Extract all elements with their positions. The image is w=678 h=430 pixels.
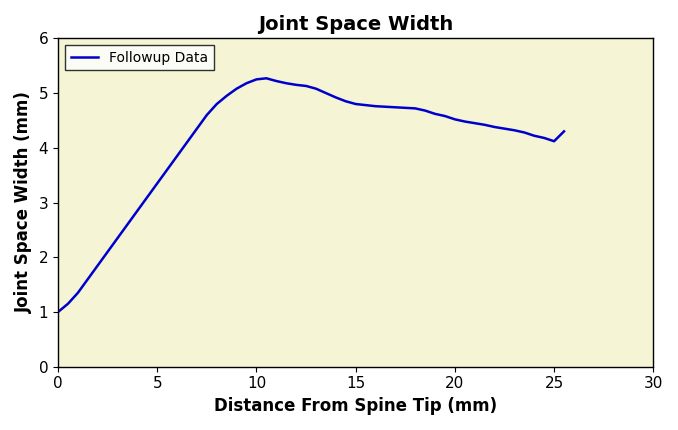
Followup Data: [94, 263, 102, 268]
X-axis label: Distance From Spine Tip (mm): Distance From Spine Tip (mm): [214, 397, 497, 415]
Followup Data: [372, 104, 380, 109]
Legend: Followup Data: Followup Data: [65, 45, 214, 71]
Y-axis label: Joint Space Width (mm): Joint Space Width (mm): [15, 92, 33, 313]
Followup Data: [391, 105, 399, 110]
Followup Data: [302, 83, 310, 89]
Followup Data: [233, 86, 241, 91]
Title: Joint Space Width: Joint Space Width: [258, 15, 454, 34]
Followup Data: [262, 76, 271, 81]
Followup Data: [530, 133, 538, 138]
Line: Followup Data: Followup Data: [58, 78, 564, 312]
Followup Data: [54, 310, 62, 315]
Followup Data: [560, 129, 568, 134]
